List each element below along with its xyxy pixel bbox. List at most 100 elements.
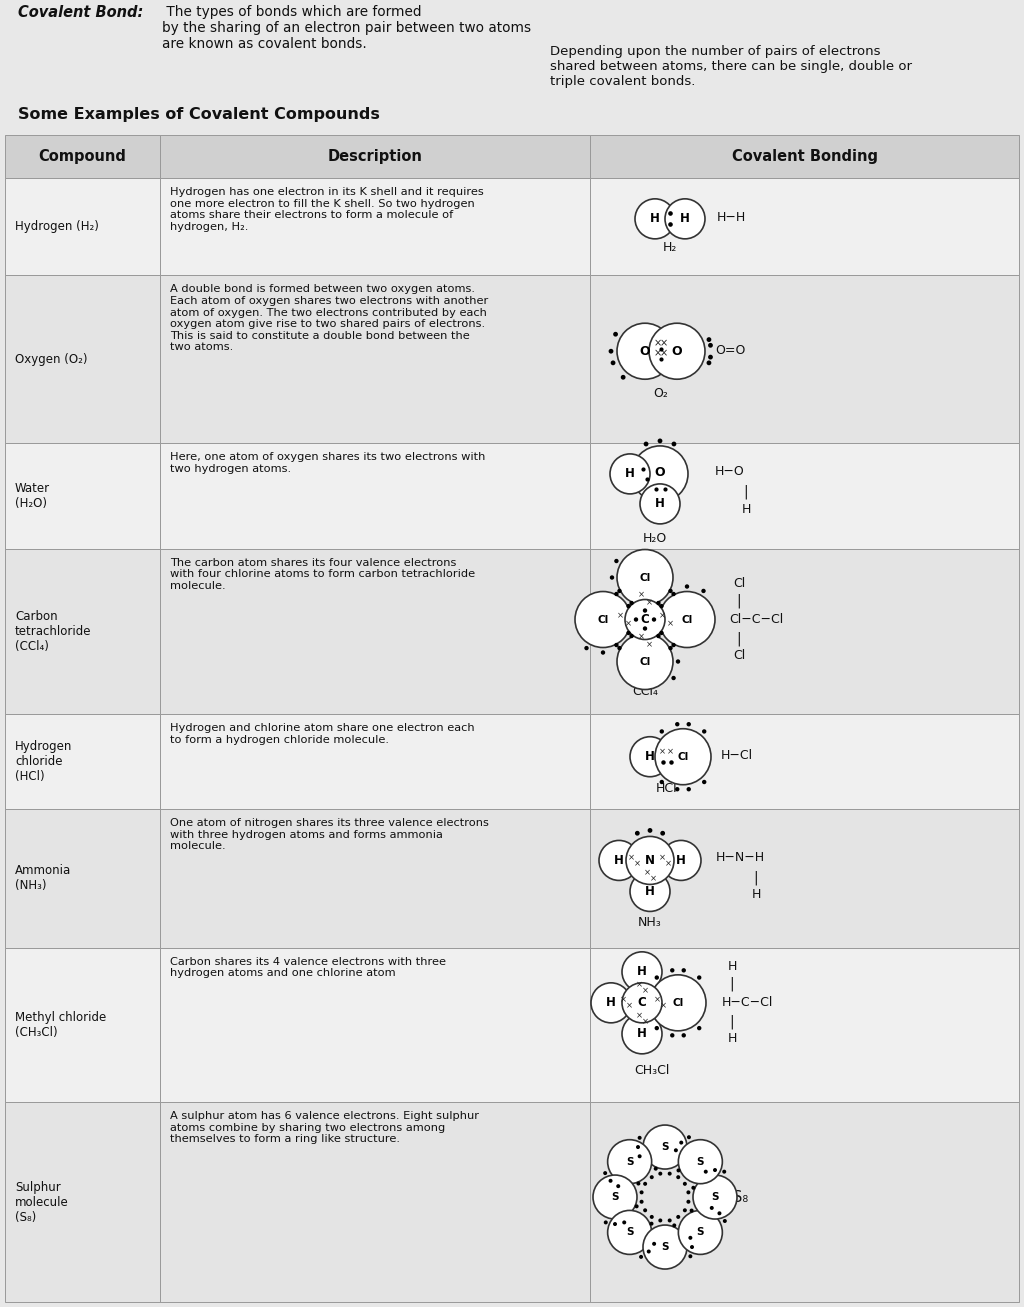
Circle shape	[660, 831, 665, 835]
Circle shape	[627, 604, 631, 608]
Circle shape	[604, 1221, 608, 1225]
Text: ×: ×	[654, 339, 663, 349]
Text: Oxygen (O₂): Oxygen (O₂)	[15, 353, 87, 366]
Circle shape	[639, 1255, 643, 1259]
Bar	[5, 178, 160, 276]
Text: Cl: Cl	[681, 614, 692, 625]
Text: |: |	[730, 1014, 734, 1029]
Circle shape	[718, 1212, 722, 1216]
Text: ×: ×	[667, 748, 674, 757]
Text: Cl−C−Cl: Cl−C−Cl	[729, 613, 783, 626]
Circle shape	[688, 1255, 692, 1259]
Circle shape	[659, 780, 664, 784]
Circle shape	[708, 354, 713, 359]
Text: A double bond is formed between two oxygen atoms.
Each atom of oxygen shares two: A double bond is formed between two oxyg…	[170, 285, 488, 353]
Text: ×: ×	[659, 349, 668, 358]
Circle shape	[657, 439, 663, 443]
Text: H: H	[625, 468, 635, 481]
Circle shape	[665, 199, 705, 239]
Circle shape	[632, 446, 688, 502]
Circle shape	[643, 1225, 687, 1269]
Bar	[5, 135, 160, 178]
Circle shape	[669, 588, 673, 593]
Text: A sulphur atom has 6 valence electrons. Eight sulphur
atoms combine by sharing t: A sulphur atom has 6 valence electrons. …	[170, 1111, 479, 1145]
Text: H₂: H₂	[663, 242, 677, 255]
Circle shape	[622, 983, 662, 1023]
Circle shape	[674, 1149, 678, 1153]
Text: Cl: Cl	[677, 752, 688, 762]
Text: S: S	[696, 1227, 705, 1238]
Text: Description: Description	[328, 149, 423, 165]
Circle shape	[683, 1208, 687, 1213]
Bar	[590, 714, 1019, 809]
Text: Cl: Cl	[673, 997, 684, 1008]
Circle shape	[610, 361, 615, 365]
Bar	[590, 948, 1019, 1102]
Text: Here, one atom of oxygen shares its two electrons with
two hydrogen atoms.: Here, one atom of oxygen shares its two …	[170, 452, 485, 473]
Text: ×: ×	[659, 339, 668, 349]
Bar	[5, 276, 160, 443]
Circle shape	[668, 1218, 672, 1222]
Text: One atom of nitrogen shares its three valence electrons
with three hydrogen atom: One atom of nitrogen shares its three va…	[170, 818, 488, 851]
Circle shape	[630, 737, 670, 776]
Text: Carbon
tetrachloride
(CCl₄): Carbon tetrachloride (CCl₄)	[15, 610, 91, 654]
Text: Cl: Cl	[733, 650, 745, 663]
Text: ×: ×	[634, 859, 641, 868]
Circle shape	[635, 199, 675, 239]
Text: The carbon atom shares its four valence electrons
with four chlorine atoms to fo: The carbon atom shares its four valence …	[170, 558, 475, 591]
Text: O: O	[640, 345, 650, 358]
Text: Cl: Cl	[733, 576, 745, 589]
Circle shape	[643, 1208, 647, 1213]
Bar	[160, 809, 590, 948]
Circle shape	[647, 829, 652, 833]
Text: ×: ×	[654, 349, 663, 358]
Text: ×: ×	[645, 640, 652, 650]
Bar	[160, 1102, 590, 1302]
Circle shape	[643, 1125, 687, 1168]
Text: H: H	[637, 966, 647, 979]
Bar	[160, 714, 590, 809]
Circle shape	[670, 968, 675, 972]
Circle shape	[634, 617, 638, 622]
Circle shape	[649, 323, 705, 379]
Text: H: H	[637, 1027, 647, 1040]
Text: Covalent Bonding: Covalent Bonding	[731, 149, 878, 165]
Text: H: H	[655, 498, 665, 511]
Circle shape	[656, 601, 660, 605]
Bar	[5, 1102, 160, 1302]
Text: ×: ×	[620, 996, 627, 1004]
Text: Sulphur
molecule
(S₈): Sulphur molecule (S₈)	[15, 1180, 69, 1223]
Circle shape	[722, 1170, 726, 1174]
Text: ×: ×	[628, 853, 635, 861]
Circle shape	[668, 1171, 672, 1175]
Circle shape	[630, 872, 670, 911]
Text: Hydrogen and chlorine atom share one electron each
to form a hydrogen chloride m: Hydrogen and chlorine atom share one ele…	[170, 723, 475, 745]
Text: ×: ×	[649, 874, 656, 884]
Text: ×: ×	[659, 1001, 667, 1010]
Circle shape	[616, 1184, 621, 1188]
Circle shape	[608, 349, 613, 354]
Circle shape	[677, 1168, 681, 1172]
Text: ×: ×	[638, 633, 644, 640]
Text: ×: ×	[641, 985, 648, 995]
Text: The types of bonds which are formed
by the sharing of an electron pair between t: The types of bonds which are formed by t…	[162, 5, 531, 51]
Circle shape	[672, 676, 676, 680]
Text: H: H	[680, 212, 690, 225]
Circle shape	[686, 787, 691, 792]
Circle shape	[644, 442, 648, 447]
Circle shape	[614, 592, 618, 596]
Circle shape	[608, 1179, 612, 1183]
Circle shape	[643, 626, 647, 631]
Text: O: O	[654, 467, 666, 480]
Text: ×: ×	[641, 1017, 648, 1026]
Text: Cl: Cl	[597, 614, 608, 625]
Circle shape	[635, 1204, 639, 1209]
Circle shape	[672, 442, 676, 447]
Circle shape	[710, 1206, 714, 1210]
Text: S: S	[611, 1192, 618, 1202]
Circle shape	[650, 1216, 653, 1219]
Text: ×: ×	[638, 589, 644, 599]
Text: NH₃: NH₃	[638, 916, 662, 929]
Text: H: H	[606, 996, 616, 1009]
Circle shape	[650, 1175, 653, 1179]
